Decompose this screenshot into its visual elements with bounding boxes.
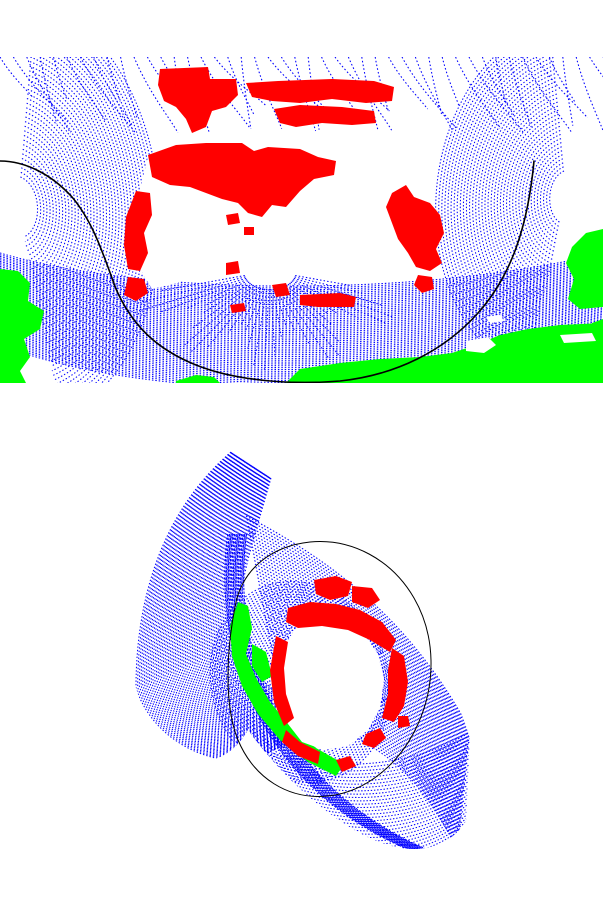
top-panel-canvas [0, 57, 603, 383]
reference-isoline-top [0, 160, 535, 383]
bottom-panel-canvas [135, 451, 471, 849]
reference-circle-3d [227, 541, 432, 797]
polar-cap-rim-red [270, 576, 410, 772]
polar-cap-interior [278, 620, 384, 750]
bottom-panel-3d-surface [0, 430, 603, 899]
peripheral-landmass-green [0, 229, 603, 383]
green-landmass-holes [466, 315, 596, 353]
central-landmass-red [124, 67, 444, 313]
top-panel-flat-map [0, 57, 603, 383]
